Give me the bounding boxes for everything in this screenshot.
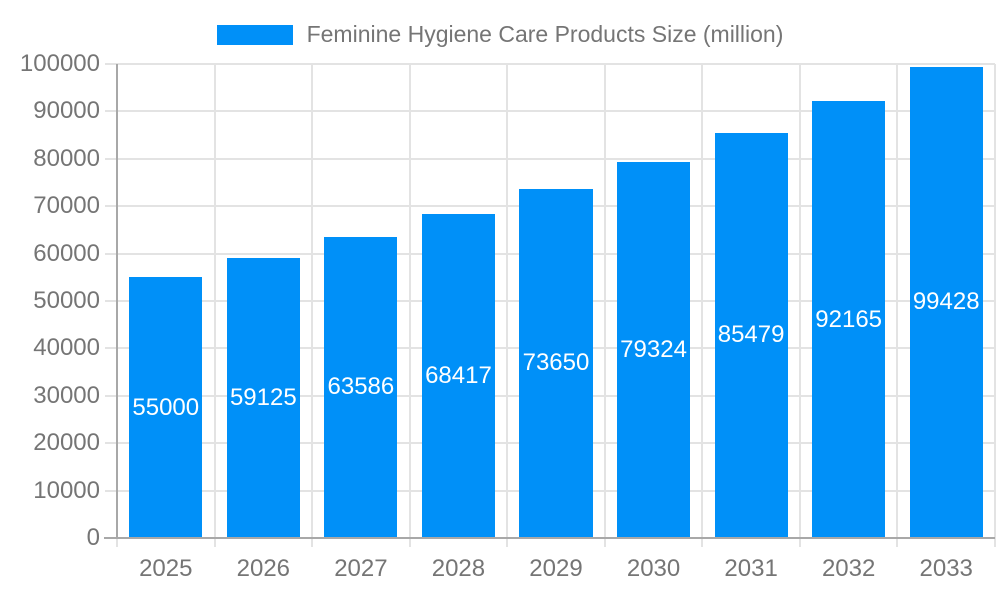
x-axis-tick <box>994 538 996 547</box>
y-axis-line <box>116 64 118 538</box>
y-axis-tick <box>105 252 117 255</box>
x-axis-tick <box>116 538 118 547</box>
x-tick-label: 2030 <box>626 555 681 582</box>
gridline-vertical <box>408 64 411 538</box>
gridline-vertical <box>506 64 509 538</box>
bar-value-label: 79324 <box>620 336 687 363</box>
bar-value-label: 73650 <box>522 349 590 377</box>
y-axis-tick <box>105 394 117 397</box>
y-axis-tick <box>105 157 117 160</box>
gridline-horizontal <box>117 157 995 160</box>
x-axis-tick <box>701 538 704 547</box>
y-axis-tick <box>105 63 117 65</box>
y-axis-tick <box>105 347 117 350</box>
x-axis-tick <box>896 538 899 547</box>
bar: 73650 <box>519 188 593 538</box>
x-axis-labels: 2025 2026 2027 2028 2029 2030 2031 2032 2033 <box>117 555 995 586</box>
x-axis-tick <box>408 538 411 547</box>
bar: 63586 <box>324 236 398 538</box>
y-tick-label: 60000 <box>33 239 100 267</box>
y-tick-label: 80000 <box>33 144 100 172</box>
gridline-vertical <box>896 64 899 538</box>
y-tick-label: 10000 <box>33 476 100 504</box>
y-tick-label: 40000 <box>33 334 100 362</box>
y-axis-tick <box>105 442 117 445</box>
y-tick-label: 0 <box>86 524 100 551</box>
bar-value-label: 99428 <box>912 288 980 316</box>
x-tick-label: 2033 <box>919 555 973 582</box>
bar: 92165 <box>812 101 886 538</box>
x-axis-tick <box>213 538 216 547</box>
x-axis-tick <box>506 538 509 547</box>
y-axis-tick <box>105 489 117 492</box>
legend-item[interactable]: Feminine Hygiene Care Products Size (mil… <box>216 21 784 48</box>
legend: Feminine Hygiene Care Products Size (mil… <box>0 21 1000 48</box>
bar: 55000 <box>129 277 203 538</box>
legend-swatch-icon <box>216 24 293 45</box>
gridline-vertical <box>311 64 314 538</box>
bar: 59125 <box>226 257 300 538</box>
gridline-vertical <box>213 64 216 538</box>
x-axis-tick <box>603 538 606 547</box>
bar: 85479 <box>714 132 788 538</box>
bar-value-label: 68417 <box>425 361 492 389</box>
y-axis-tick <box>105 110 117 113</box>
y-axis-tick <box>105 205 117 208</box>
bar-value-label: 59125 <box>229 383 297 411</box>
gridline-horizontal <box>117 63 995 65</box>
bar-value-label: 92165 <box>815 305 883 333</box>
x-tick-label: 2028 <box>431 555 486 582</box>
y-tick-label: 20000 <box>33 429 100 457</box>
y-tick-label: 50000 <box>33 287 100 314</box>
y-tick-label: 30000 <box>33 381 100 409</box>
y-tick-label: 90000 <box>33 97 100 125</box>
x-tick-label: 2029 <box>529 555 583 582</box>
x-axis-tick <box>311 538 314 547</box>
bar: 99428 <box>909 66 983 538</box>
y-tick-label: 100000 <box>19 50 100 77</box>
bar-value-label: 85479 <box>717 321 785 349</box>
x-tick-label: 2027 <box>334 555 388 582</box>
gridline-horizontal <box>117 110 995 113</box>
y-axis-tick <box>105 300 117 302</box>
y-tick-label: 70000 <box>33 192 100 220</box>
gridline-vertical <box>701 64 704 538</box>
x-tick-label: 2025 <box>139 555 193 582</box>
gridline-vertical <box>798 64 801 538</box>
bar-value-label: 63586 <box>327 373 395 401</box>
x-tick-label: 2032 <box>821 555 876 582</box>
x-axis-line <box>104 537 995 539</box>
x-tick-label: 2031 <box>724 555 778 582</box>
bar-value-label: 55000 <box>132 393 200 421</box>
y-axis-labels: 0 10000 20000 30000 40000 50000 60000 70000 8000… <box>0 52 100 550</box>
legend-label: Feminine Hygiene Care Products Size (mil… <box>306 21 784 47</box>
gridline-vertical <box>994 64 996 538</box>
bar: 79324 <box>616 162 691 538</box>
gridline-vertical <box>603 64 606 538</box>
x-axis-tick <box>798 538 801 547</box>
plot-area: 55000 59125 63586 68417 73650 79324 85479 92165… <box>104 63 996 547</box>
x-tick-label: 2026 <box>236 555 291 582</box>
bar: 68417 <box>421 213 496 538</box>
